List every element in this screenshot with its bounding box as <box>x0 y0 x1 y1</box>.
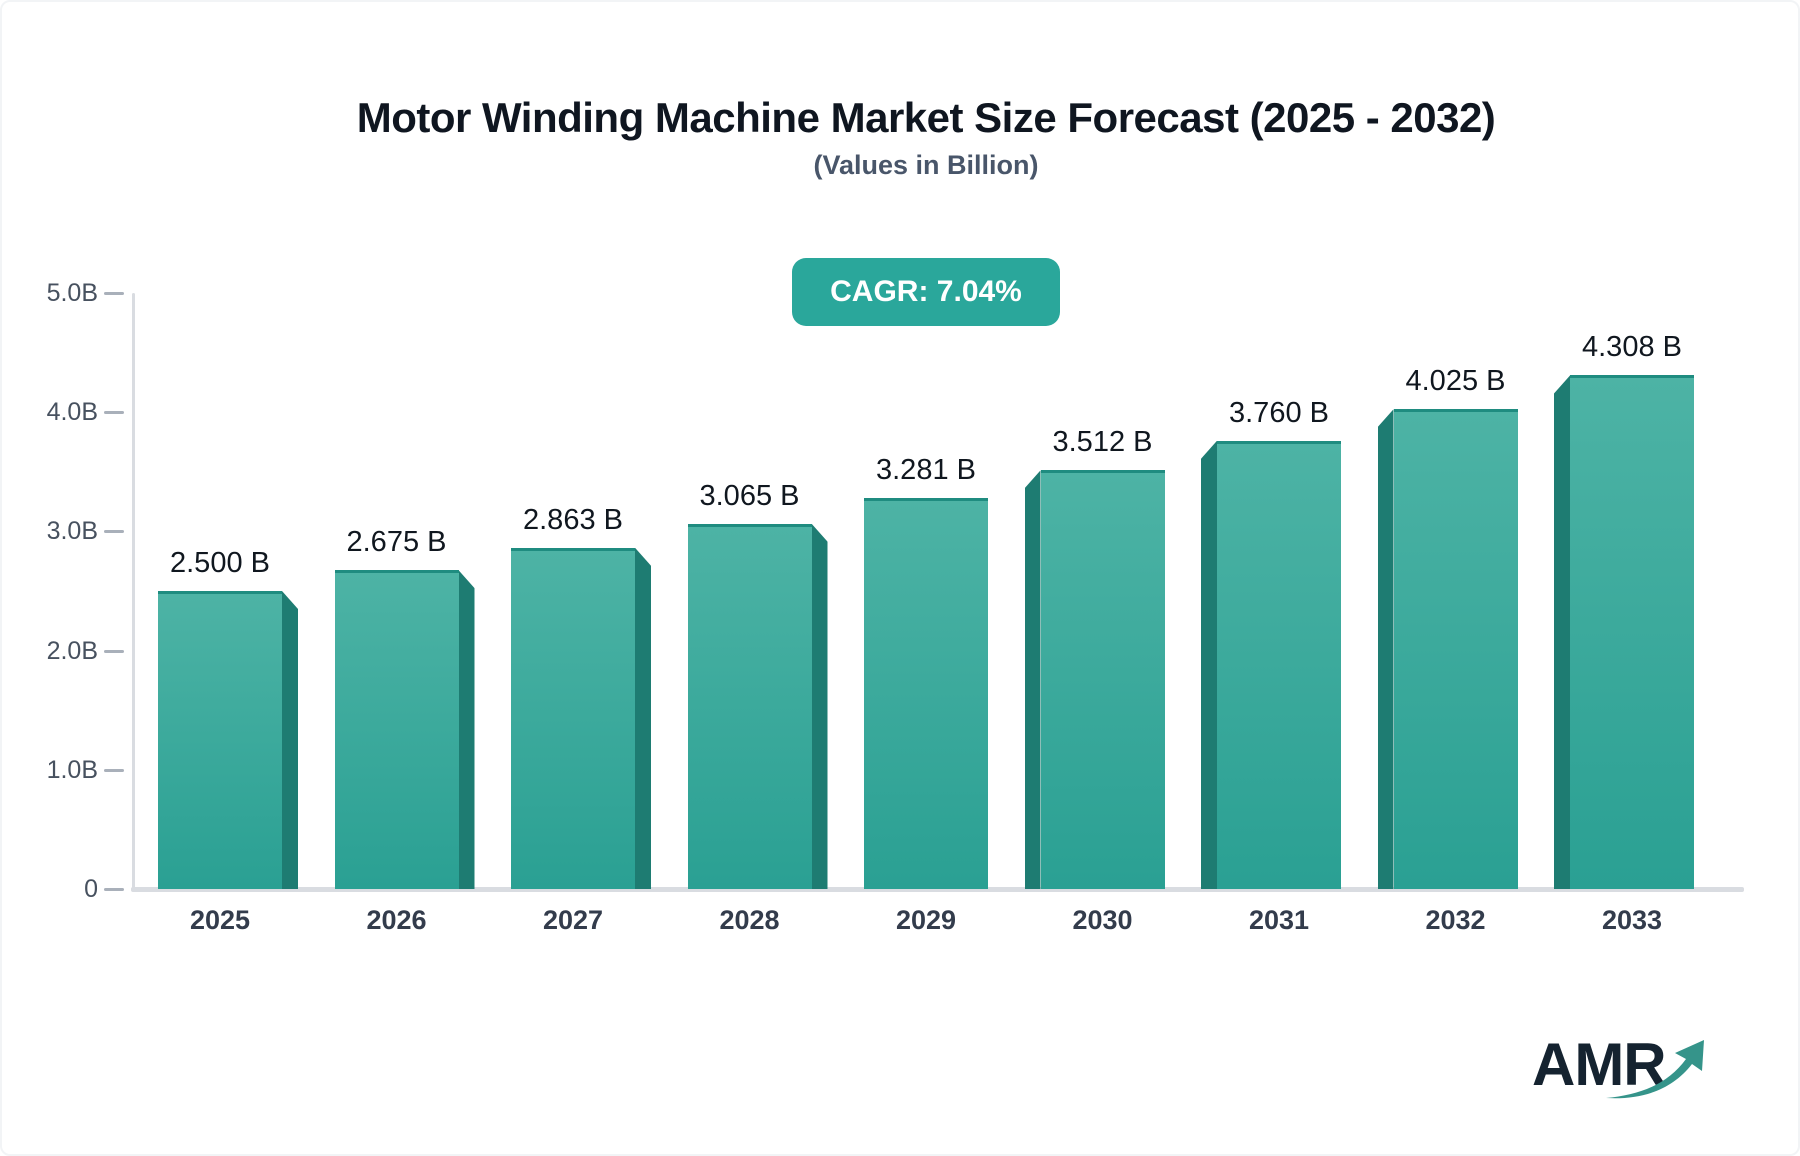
bar-side-face <box>811 523 828 889</box>
bar-2031 <box>1217 440 1341 889</box>
bar-value-label: 3.760 B <box>1229 396 1329 429</box>
x-tick-label-2025: 2025 <box>189 905 251 935</box>
y-tick-label: 3.0B <box>46 517 98 546</box>
bar-2030 <box>1040 470 1165 889</box>
y-tick-label: 5.0B <box>46 279 98 307</box>
bar-value-label: 2.863 B <box>523 503 623 536</box>
x-axis-baseline <box>131 887 1744 892</box>
x-tick-label-2027: 2027 <box>542 905 604 935</box>
bar-value-label: 4.308 B <box>1582 331 1682 364</box>
y-tick-dash <box>104 888 124 891</box>
y-tick-dash <box>104 411 124 415</box>
x-tick-label-2031: 2031 <box>1248 905 1310 935</box>
bar-2028 <box>687 523 812 889</box>
bar-side-face <box>1201 440 1217 889</box>
page-title: Motor Winding Machine Market Size Foreca… <box>356 94 1496 141</box>
bar-side-face <box>282 591 298 889</box>
chart-subtitle: (Values in Billion) <box>813 150 1039 180</box>
bar-value-label: 3.512 B <box>1052 426 1153 459</box>
x-tick-label-2033: 2033 <box>1601 905 1663 935</box>
bar-value-label: 3.065 B <box>699 479 800 512</box>
y-tick-label: 0 <box>84 875 98 903</box>
bar-side-face <box>1024 470 1041 889</box>
bar-value-label: 3.281 B <box>876 453 976 486</box>
amr-logo-arrow-icon <box>1606 1040 1704 1099</box>
cagr-badge: CAGR: 7.04% <box>792 258 1060 326</box>
bar-2025 <box>158 591 282 889</box>
bar-2032 <box>1393 409 1518 889</box>
y-tick-dash <box>104 530 124 534</box>
y-axis-line <box>132 293 135 891</box>
amr-logo: AMR <box>1532 1030 1732 1120</box>
bar-value-label: 2.675 B <box>346 526 447 559</box>
x-tick-label-2028: 2028 <box>719 905 780 935</box>
bar-value-label: 2.500 B <box>170 547 270 579</box>
x-tick-label-2026: 2026 <box>366 905 427 935</box>
bar-2026 <box>334 570 459 889</box>
bar-value-label: 4.025 B <box>1405 365 1506 398</box>
bar-side-face <box>458 570 475 889</box>
amr-logo-text: AMR <box>1532 1031 1667 1098</box>
y-tick-dash <box>104 649 124 653</box>
x-tick-label-2029: 2029 <box>895 905 957 935</box>
bar-side-face <box>635 547 651 889</box>
bar-side-face <box>1377 409 1394 889</box>
x-tick-label-2030: 2030 <box>1072 905 1133 935</box>
bar-side-face <box>1554 375 1570 889</box>
bar-2033 <box>1570 375 1694 889</box>
y-tick-label: 2.0B <box>46 636 98 665</box>
y-tick-label: 1.0B <box>46 755 98 784</box>
y-tick-dash <box>104 292 124 295</box>
bar-2027 <box>511 547 635 889</box>
x-tick-label-2032: 2032 <box>1425 905 1486 935</box>
y-tick-label: 4.0B <box>46 398 98 427</box>
y-tick-dash <box>104 768 124 772</box>
bar-2029 <box>864 497 988 889</box>
